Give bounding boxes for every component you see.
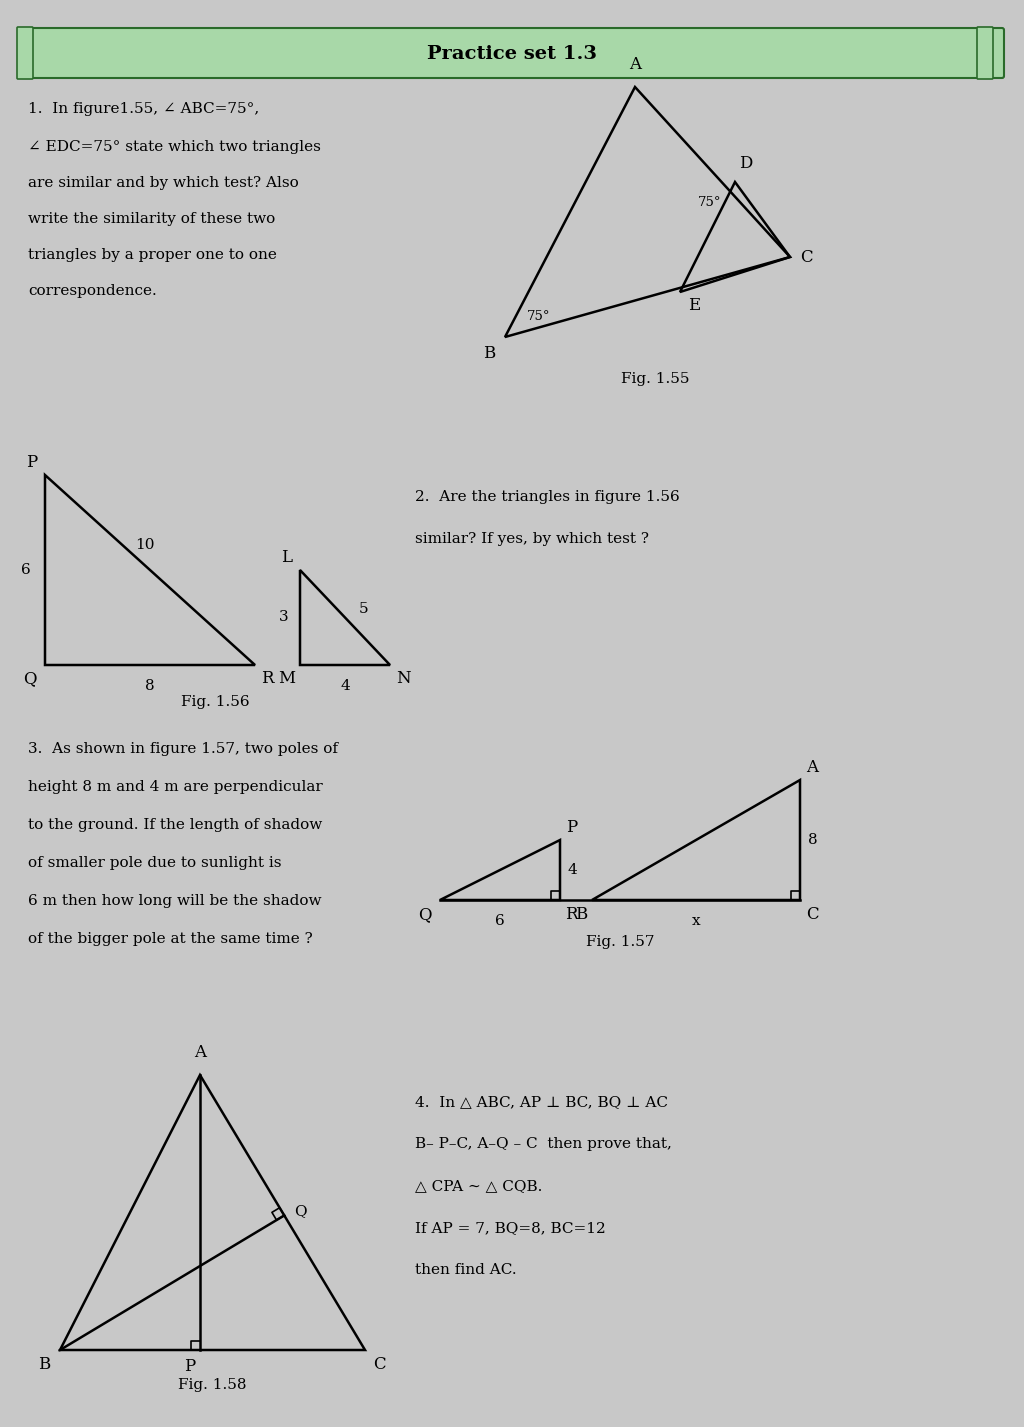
Text: Practice set 1.3: Practice set 1.3 <box>427 46 597 63</box>
Text: B: B <box>38 1356 50 1373</box>
Text: write the similarity of these two: write the similarity of these two <box>28 213 275 225</box>
Text: 8: 8 <box>808 833 817 848</box>
Text: R: R <box>565 906 578 923</box>
Text: 4: 4 <box>340 679 350 694</box>
Text: M: M <box>278 671 295 686</box>
Text: Q: Q <box>419 906 432 923</box>
Text: 10: 10 <box>135 538 155 552</box>
Text: 75°: 75° <box>527 310 551 323</box>
Text: 1.  In figure1.55, ∠ ABC=75°,: 1. In figure1.55, ∠ ABC=75°, <box>28 101 259 116</box>
Text: 8: 8 <box>145 679 155 694</box>
Text: of the bigger pole at the same time ?: of the bigger pole at the same time ? <box>28 932 312 946</box>
Text: R: R <box>261 671 273 686</box>
Text: ∠ EDC=75° state which two triangles: ∠ EDC=75° state which two triangles <box>28 140 321 154</box>
Text: 4: 4 <box>568 863 578 878</box>
Text: B: B <box>482 345 495 362</box>
Text: 6: 6 <box>496 915 505 928</box>
Text: A: A <box>194 1045 206 1062</box>
Text: x: x <box>691 915 700 928</box>
Text: 6: 6 <box>22 564 31 577</box>
Text: B– P–C, A–Q – C  then prove that,: B– P–C, A–Q – C then prove that, <box>415 1137 672 1152</box>
Text: 2.  Are the triangles in figure 1.56: 2. Are the triangles in figure 1.56 <box>415 489 680 504</box>
Text: similar? If yes, by which test ?: similar? If yes, by which test ? <box>415 532 649 547</box>
Text: △ CPA ∼ △ CQB.: △ CPA ∼ △ CQB. <box>415 1179 543 1193</box>
Text: triangles by a proper one to one: triangles by a proper one to one <box>28 248 276 263</box>
Text: B: B <box>574 906 587 923</box>
Text: are similar and by which test? Also: are similar and by which test? Also <box>28 176 299 190</box>
Text: 5: 5 <box>359 602 369 616</box>
Text: A: A <box>629 56 641 73</box>
Text: height 8 m and 4 m are perpendicular: height 8 m and 4 m are perpendicular <box>28 781 323 793</box>
Text: 3.  As shown in figure 1.57, two poles of: 3. As shown in figure 1.57, two poles of <box>28 742 338 756</box>
Text: to the ground. If the length of shadow: to the ground. If the length of shadow <box>28 818 323 832</box>
Text: 3: 3 <box>279 609 288 624</box>
Text: P: P <box>183 1359 195 1376</box>
Text: N: N <box>396 671 411 686</box>
Text: Fig. 1.56: Fig. 1.56 <box>180 695 249 709</box>
Text: then find AC.: then find AC. <box>415 1263 517 1277</box>
Text: D: D <box>739 156 753 173</box>
Text: Q: Q <box>294 1204 307 1219</box>
Text: C: C <box>800 248 813 265</box>
Text: P: P <box>566 819 578 836</box>
Text: 4.  In △ ABC, AP ⊥ BC, BQ ⊥ AC: 4. In △ ABC, AP ⊥ BC, BQ ⊥ AC <box>415 1095 668 1109</box>
Text: C: C <box>806 906 818 923</box>
Text: Fig. 1.58: Fig. 1.58 <box>178 1378 246 1391</box>
FancyBboxPatch shape <box>20 29 1004 78</box>
Text: Fig. 1.55: Fig. 1.55 <box>621 372 689 385</box>
Text: Q: Q <box>24 671 37 686</box>
Text: C: C <box>373 1356 386 1373</box>
FancyBboxPatch shape <box>977 27 993 78</box>
Text: of smaller pole due to sunlight is: of smaller pole due to sunlight is <box>28 856 282 870</box>
Text: L: L <box>281 549 292 567</box>
FancyBboxPatch shape <box>17 27 33 78</box>
Text: Fig. 1.57: Fig. 1.57 <box>586 935 654 949</box>
Text: A: A <box>806 759 818 776</box>
Text: E: E <box>688 297 700 314</box>
Text: 6 m then how long will be the shadow: 6 m then how long will be the shadow <box>28 893 322 908</box>
Text: P: P <box>26 454 37 471</box>
Text: If AP = 7, BQ=8, BC=12: If AP = 7, BQ=8, BC=12 <box>415 1222 606 1234</box>
Text: 75°: 75° <box>697 195 721 208</box>
Text: correspondence.: correspondence. <box>28 284 157 298</box>
